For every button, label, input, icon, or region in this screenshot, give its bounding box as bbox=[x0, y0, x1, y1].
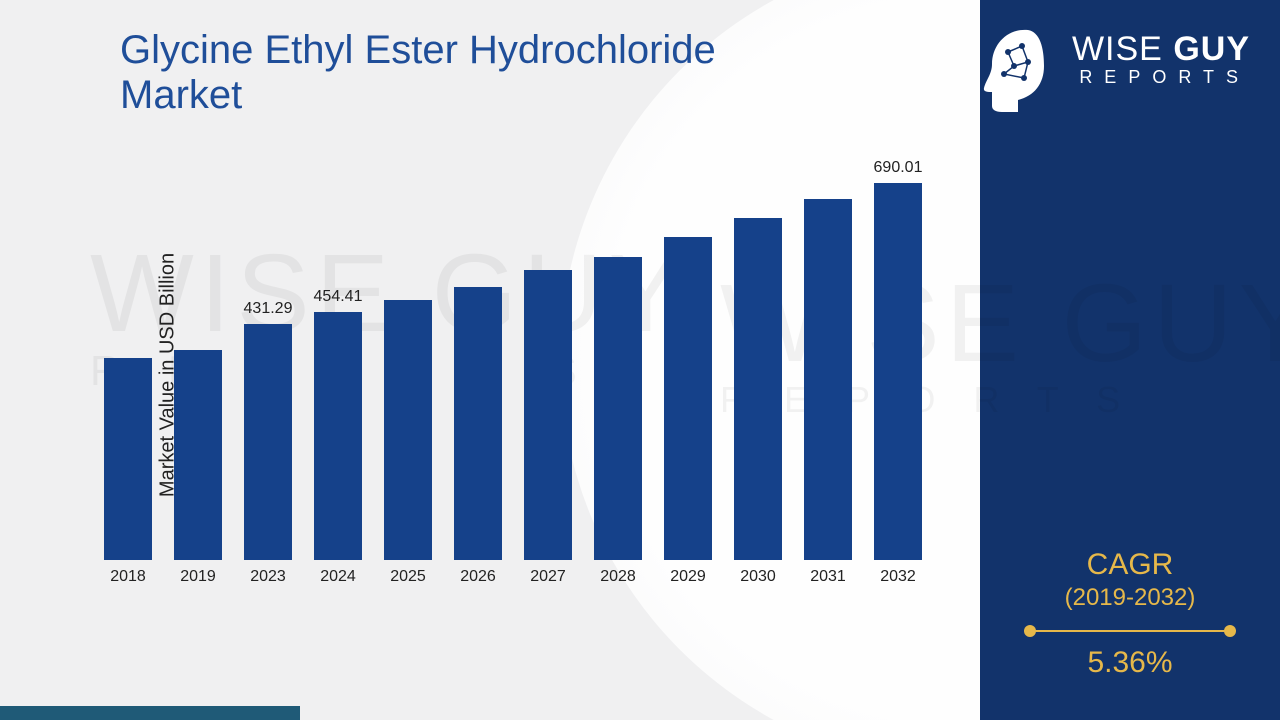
x-axis-tick-label: 2030 bbox=[740, 568, 776, 586]
chart-bar bbox=[804, 150, 852, 560]
x-axis-tick-label: 2025 bbox=[390, 568, 426, 586]
x-axis-tick-label: 2019 bbox=[180, 568, 216, 586]
brand-logo: WISE GUY REPORTS bbox=[1072, 30, 1250, 88]
chart-bar bbox=[594, 150, 642, 560]
chart-bar: 454.41 bbox=[314, 150, 362, 560]
chart-bar bbox=[384, 150, 432, 560]
x-axis-labels: 2018 2019 2023 2024 2025 2026 2027 2028 2029 2030… bbox=[100, 560, 940, 600]
chart-bar: 431.29 bbox=[244, 150, 292, 560]
chart-plot-area: 431.29 454.41 690.01 bbox=[100, 150, 940, 560]
cagr-label: CAGR bbox=[980, 548, 1280, 582]
bottom-accent-strip bbox=[0, 706, 300, 720]
bar-value-label: 431.29 bbox=[244, 300, 293, 318]
chart-bar bbox=[734, 150, 782, 560]
x-axis-tick-label: 2018 bbox=[110, 568, 146, 586]
logo-text-1: WISE bbox=[1072, 30, 1163, 68]
x-axis-tick-label: 2028 bbox=[600, 568, 636, 586]
chart-bar bbox=[174, 150, 222, 560]
x-axis-tick-label: 2027 bbox=[530, 568, 566, 586]
x-axis-tick-label: 2029 bbox=[670, 568, 706, 586]
brain-head-icon bbox=[978, 26, 1052, 114]
bar-value-label: 454.41 bbox=[314, 288, 363, 306]
chart-bar bbox=[664, 150, 712, 560]
chart-bar: 690.01 bbox=[874, 150, 922, 560]
cagr-period: (2019-2032) bbox=[980, 584, 1280, 612]
x-axis-tick-label: 2023 bbox=[250, 568, 286, 586]
market-bar-chart: Market Value in USD Billion 431.29454.41… bbox=[60, 150, 940, 600]
x-axis-tick-label: 2031 bbox=[810, 568, 846, 586]
page-title: Glycine Ethyl Ester Hydrochloride Market bbox=[120, 28, 820, 118]
x-axis-tick-label: 2024 bbox=[320, 568, 356, 586]
bar-value-label: 690.01 bbox=[874, 159, 923, 177]
logo-subtext: REPORTS bbox=[1072, 67, 1250, 88]
cagr-value: 5.36% bbox=[980, 646, 1280, 680]
cagr-divider bbox=[1030, 630, 1230, 632]
chart-bar bbox=[454, 150, 502, 560]
chart-bar bbox=[524, 150, 572, 560]
chart-bar bbox=[104, 150, 152, 560]
x-axis-tick-label: 2032 bbox=[880, 568, 916, 586]
logo-text-2: GUY bbox=[1173, 30, 1250, 68]
infographic-canvas: WISE GUY R E P O R T S WISE GUY R E P O … bbox=[0, 0, 1280, 720]
x-axis-tick-label: 2026 bbox=[460, 568, 496, 586]
cagr-panel: CAGR (2019-2032) 5.36% bbox=[980, 548, 1280, 680]
